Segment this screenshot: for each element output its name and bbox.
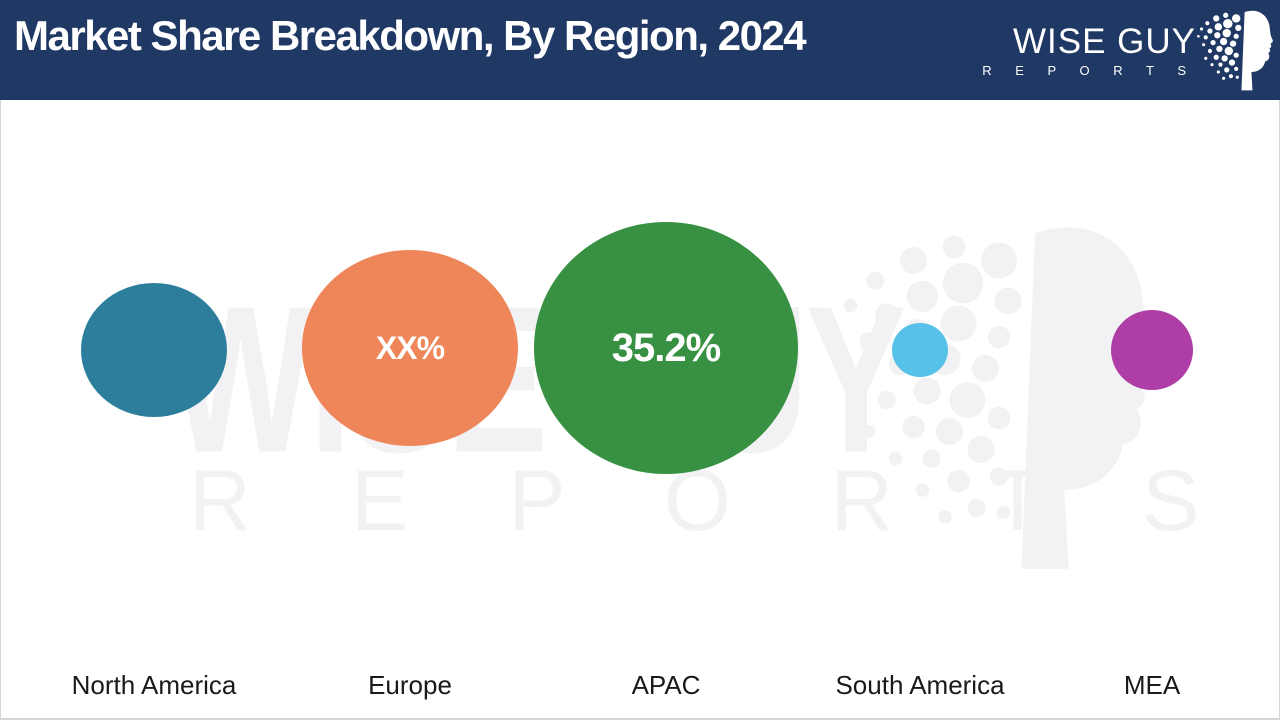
wise-guy-logo: WISE GUY R E P O R T S — [982, 8, 1274, 94]
category-label-europe: Europe — [368, 670, 452, 700]
logo-subtitle-text: R E P O R T S — [982, 62, 1196, 78]
category-label-south-america: South America — [835, 670, 1005, 700]
category-label-mea: MEA — [1123, 670, 1181, 700]
logo-text: WISE GUY R E P O R T S — [982, 22, 1196, 78]
bubble-value-apac: 35.2% — [611, 325, 721, 370]
page-title: Market Share Breakdown, By Region, 2024 — [14, 12, 807, 59]
category-label-north-america: North America — [71, 670, 237, 700]
bubble-apac: 35.2% — [534, 222, 798, 474]
header: Market Share Breakdown, By Region, 2024 … — [0, 0, 1280, 100]
logo-brand-text: WISE GUY — [1012, 22, 1196, 62]
bubble-south-america — [892, 323, 948, 377]
bubble-north-america — [81, 283, 227, 417]
bubble-value-europe: XX% — [375, 329, 445, 366]
bubble-mea — [1111, 310, 1193, 390]
bubble-europe: XX% — [302, 250, 518, 446]
category-label-apac: APAC — [631, 670, 701, 700]
